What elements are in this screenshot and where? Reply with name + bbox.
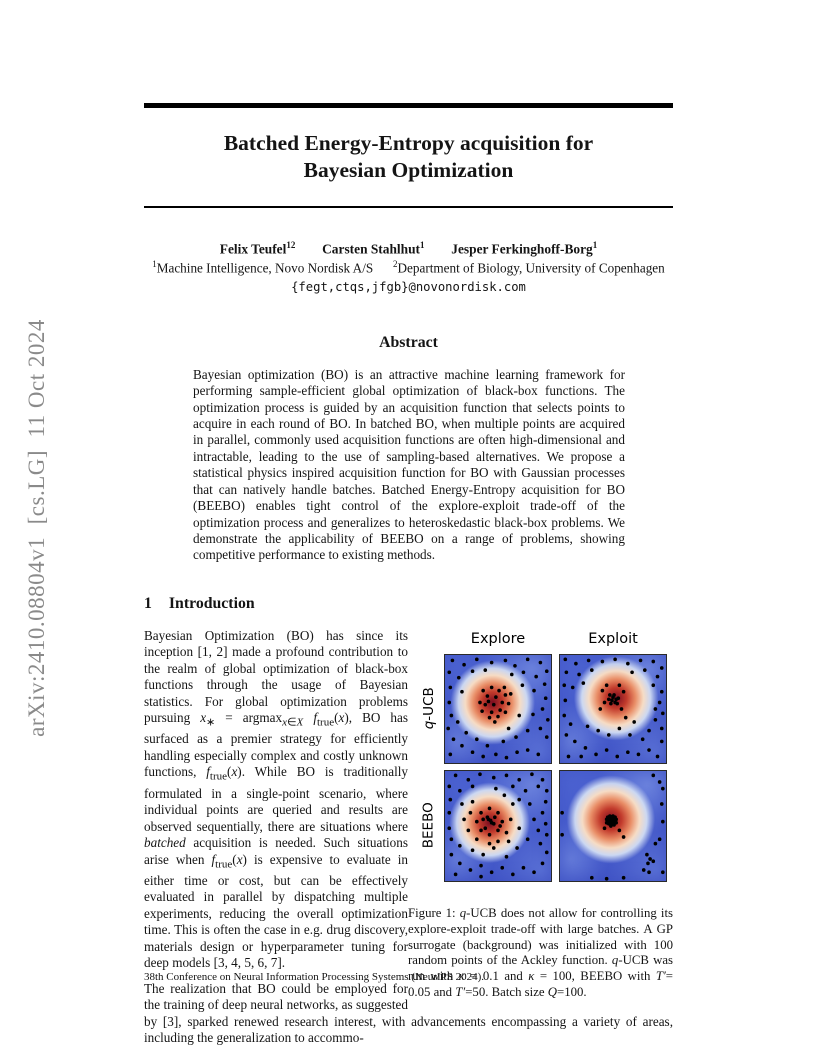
- conference-footnote: 38th Conference on Neural Information Pr…: [144, 971, 485, 983]
- section-1-heading: 1 Introduction: [144, 595, 673, 613]
- abstract-body: Bayesian optimization (BO) is an attract…: [193, 366, 625, 563]
- scatter-points-layer: [562, 657, 665, 759]
- authors-block: Felix Teufel12 Carsten Stahlhut1 Jesper …: [144, 240, 673, 294]
- heatmap-panel-q-ucb-explore: [444, 653, 552, 764]
- figure-grid: Explore Exploit q-UCB BEEBO: [421, 628, 673, 882]
- abstract-heading: Abstract: [379, 333, 438, 351]
- figure-grid-corner: [421, 628, 437, 648]
- paper-title: Batched Energy-Entropy acquisition for Ba…: [144, 130, 673, 184]
- paper-body: Batched Energy-Entropy acquisition for Ba…: [144, 0, 673, 1056]
- arxiv-stamp: arXiv:2410.08804v1 [cs.LG] 11 Oct 2024: [24, 319, 49, 737]
- figure-row-label-text: q-UCB: [420, 687, 437, 730]
- title-line-1: Batched Energy-Entropy acquisition for: [223, 131, 594, 155]
- author-names: Felix Teufel12 Carsten Stahlhut1 Jesper …: [219, 240, 598, 257]
- heatmap-panel-q-ucb-exploit: [559, 653, 667, 764]
- figure-row-label-q-ucb: q-UCB: [421, 654, 437, 764]
- figure-row-label-text: BEEBO: [420, 802, 437, 849]
- author-emails: {fegt,ctqs,jfgb}@novonordisk.com: [291, 279, 526, 294]
- introduction-section: Explore Exploit q-UCB BEEBO Figure 1: q-UCB…: [144, 628, 673, 1047]
- figure-caption: Figure 1: q-UCB does not allow for contr…: [408, 905, 674, 1000]
- section-title: Introduction: [168, 594, 255, 612]
- scatter-points-layer: [446, 657, 550, 760]
- figure-col-label-exploit: Exploit: [588, 631, 638, 648]
- figure-1: Explore Exploit q-UCB BEEBO Figure 1: q-UCB…: [408, 628, 673, 1001]
- intro-paragraph-1: Bayesian Optimization (BO) has since its…: [144, 627, 408, 971]
- section-number: 1: [144, 594, 152, 612]
- figure-col-label-explore: Explore: [470, 631, 526, 648]
- title-line-2: Bayesian Optimization: [303, 158, 514, 182]
- author-affiliations: 1Machine Intelligence, Novo Nordisk A/S …: [152, 259, 665, 276]
- title-rule: [144, 206, 673, 208]
- heatmap-panel-beebo-explore: [444, 769, 552, 882]
- intro-paragraph-2: The realization that BO could be employe…: [144, 980, 673, 1046]
- scatter-points-layer: [447, 772, 549, 879]
- top-rule: [144, 103, 673, 108]
- scatter-points-layer: [560, 773, 665, 881]
- figure-row-label-beebo: BEEBO: [421, 770, 437, 882]
- heatmap-panel-beebo-exploit: [559, 769, 667, 882]
